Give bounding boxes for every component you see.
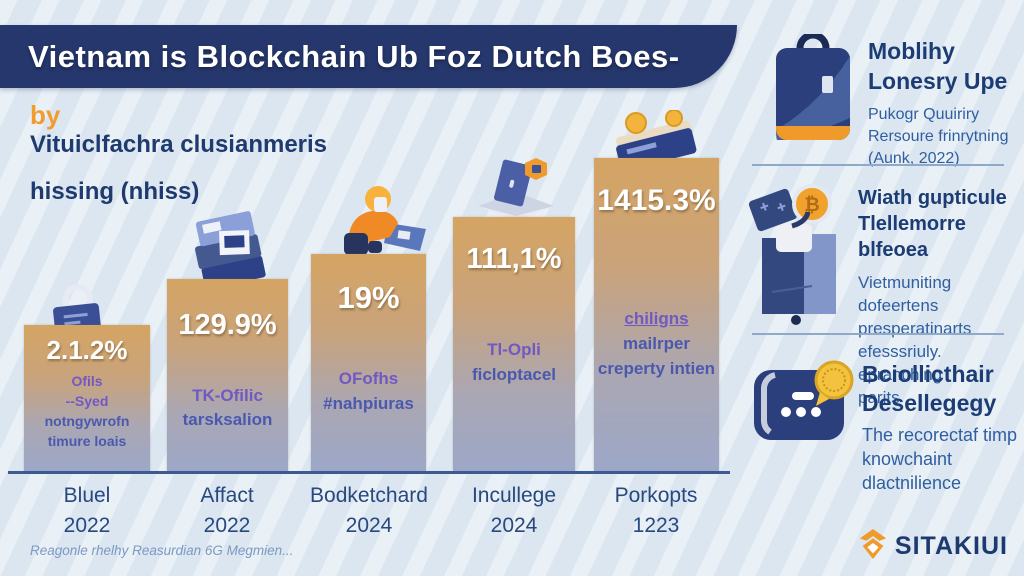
bar-caption: TK-Ofilic tarsksalion [182,386,273,429]
right-item-mobility: Moblihy Lonesry Upe Pukogr Quuiriry Rers… [868,36,1024,170]
right-panel-divider [752,164,1004,166]
right-item-body: The recorectaf timp knowchaint dlactnili… [862,425,1018,493]
bar-caption: Ofils --Syed notngywrofn timure loais [44,373,130,449]
subtitle-by: by [30,100,61,130]
title-bar: Vietnam is Blockchain Ub Foz Dutch Boes- [0,25,737,88]
page-title: Vietnam is Blockchain Ub Foz Dutch Boes- [28,38,680,74]
bar-bluel: 2.1.2% Ofils --Syed notngywrofn timure l… [24,325,150,472]
source-note: Reagonle rhelhy Reasurdian 6G Megmien... [30,543,294,558]
right-item-title: Wiath gupticule Tlellemorre blfeoea [858,187,1007,261]
chat-device-icon [750,358,856,459]
terminal-icon: ₿ [748,180,852,335]
svg-text:₿: ₿ [804,195,819,216]
brand-logo-icon [857,528,889,565]
bar-bodketchard: 19% OFofhs #nahpiuras [311,254,426,472]
right-item-telemore: Wiath gupticule Tlellemorre blfeoea Viet… [858,185,1023,409]
x-label-incullege: Incullege 2024 [471,484,557,537]
right-item-title: Bciollicthair Desellegegy [862,361,997,416]
worker-icon [328,183,434,266]
x-label-porkopts: Porkopts 1223 [614,484,698,537]
bar-incullege: 111,1% Tl-Opli ficloptacel [453,217,575,472]
bar-porkopts: 1415.3% chiligns mailrper creperty intie… [594,158,719,472]
right-item-body: Pukogr Quuiriry Rersoure frinrytning (Au… [868,106,1009,167]
laptop-icon [466,158,562,229]
bar-value: 19% [337,280,400,315]
x-label-bluel: Bluel 2022 [63,484,111,537]
x-label-affact: Affact 2022 [200,484,254,537]
bar-value: 1415.3% [597,184,716,217]
bar-caption: chiligns mailrper creperty intien [597,309,716,378]
right-item-title: Moblihy Lonesry Upe [868,38,1008,94]
x-label-bodketchard: Bodketchard 2024 [310,484,428,537]
bar-value: 2.1.2% [46,335,128,365]
bar-caption: OFofhs #nahpiuras [323,369,414,413]
bar-affact: 129.9% TK-Ofilic tarsksalion [167,279,288,472]
brand-logo: SITAKIUI [857,528,1008,565]
right-item-blockchain: Bciollicthair Desellegegy The recorectaf… [862,360,1024,495]
bar-value: 111,1% [466,243,562,275]
x-axis-line [8,471,730,474]
subtitle-line2: hissing (nhiss) [30,178,200,205]
subtitle-block: by Vituiclfachra clusianmeris hissing (n… [30,100,327,207]
right-panel-divider [752,333,1004,335]
bar-caption: Tl-Opli ficloptacel [471,340,557,384]
brand-name: SITAKIUI [894,532,1008,560]
bar-value: 129.9% [178,309,277,341]
bag-icon [770,31,856,151]
subtitle-line1: Vituiclfachra clusianmeris [30,131,328,158]
